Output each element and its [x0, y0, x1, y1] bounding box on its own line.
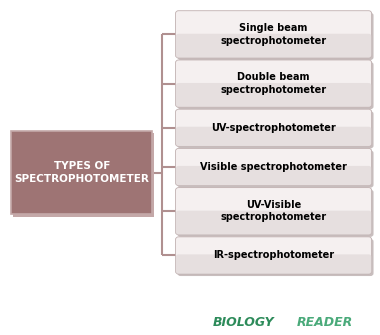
FancyBboxPatch shape [177, 62, 374, 109]
FancyBboxPatch shape [176, 148, 372, 186]
FancyBboxPatch shape [13, 133, 154, 217]
FancyBboxPatch shape [176, 34, 372, 58]
Text: Single beam
spectrophotometer: Single beam spectrophotometer [220, 23, 327, 46]
FancyBboxPatch shape [177, 239, 374, 276]
FancyBboxPatch shape [177, 190, 374, 237]
FancyBboxPatch shape [176, 166, 372, 186]
FancyBboxPatch shape [176, 60, 372, 107]
Text: READER: READER [296, 316, 353, 329]
Text: Visible spectrophotometer: Visible spectrophotometer [200, 162, 347, 172]
FancyBboxPatch shape [176, 127, 372, 146]
FancyBboxPatch shape [176, 237, 372, 274]
Text: UV-spectrophotometer: UV-spectrophotometer [211, 123, 336, 133]
FancyBboxPatch shape [177, 150, 374, 188]
Text: IR-spectrophotometer: IR-spectrophotometer [213, 251, 334, 260]
FancyBboxPatch shape [177, 111, 374, 148]
FancyBboxPatch shape [176, 211, 372, 235]
FancyBboxPatch shape [11, 131, 152, 214]
FancyBboxPatch shape [176, 188, 372, 235]
FancyBboxPatch shape [176, 109, 372, 146]
Text: TYPES OF
SPECTROPHOTOMETER: TYPES OF SPECTROPHOTOMETER [14, 161, 149, 184]
Text: BIOLOGY: BIOLOGY [213, 316, 274, 329]
FancyBboxPatch shape [177, 13, 374, 60]
FancyBboxPatch shape [176, 83, 372, 107]
Text: UV-Visible
spectrophotometer: UV-Visible spectrophotometer [220, 200, 327, 222]
Text: Double beam
spectrophotometer: Double beam spectrophotometer [220, 72, 327, 95]
FancyBboxPatch shape [176, 11, 372, 58]
FancyBboxPatch shape [176, 254, 372, 274]
